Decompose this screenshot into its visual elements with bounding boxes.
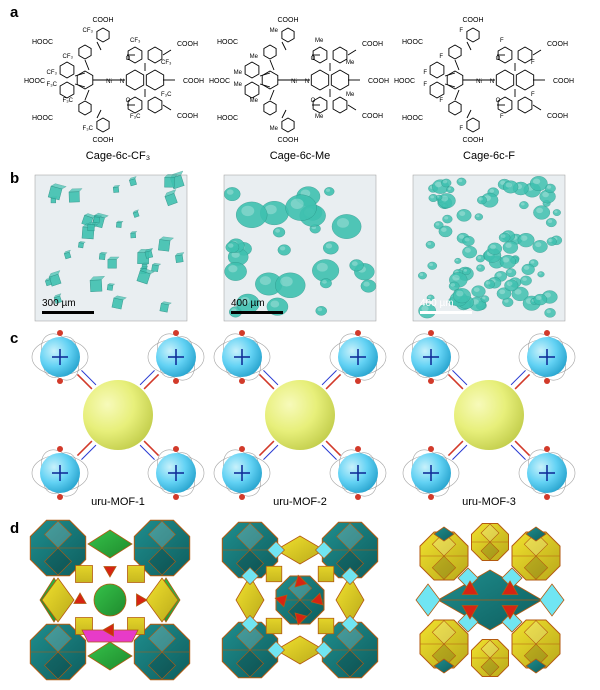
svg-text:O: O bbox=[311, 56, 316, 62]
svg-text:CF₃: CF₃ bbox=[130, 38, 141, 44]
svg-text:F: F bbox=[439, 54, 443, 60]
row-d-tiles bbox=[0, 515, 600, 690]
svg-text:F: F bbox=[531, 60, 535, 66]
svg-text:Me: Me bbox=[234, 82, 243, 88]
svg-text:HOOC: HOOC bbox=[394, 78, 415, 85]
svg-text:O: O bbox=[311, 98, 316, 104]
svg-text:Me: Me bbox=[315, 114, 324, 120]
caption-cage-1: Cage-6c-CF₃ bbox=[58, 150, 178, 162]
svg-text:Me: Me bbox=[270, 28, 279, 34]
svg-text:HOOC: HOOC bbox=[32, 39, 53, 46]
svg-text:HOOC: HOOC bbox=[402, 115, 423, 122]
svg-text:O: O bbox=[496, 56, 501, 62]
scale-label-3: 400 µm bbox=[420, 298, 472, 309]
svg-text:F: F bbox=[500, 38, 504, 44]
svg-text:COOH: COOH bbox=[278, 17, 299, 24]
svg-text:F₃C: F₃C bbox=[161, 92, 172, 98]
row-a-structures: NNiOOCOOHCOOHCOOHCOOHCOOHHOOCHOOCHOOCCF₃… bbox=[0, 0, 600, 170]
figure: a b c d NNiOOCOOHCOOHCOOHCOOHCOOHHOOCHOO… bbox=[0, 0, 600, 690]
svg-text:HOOC: HOOC bbox=[402, 39, 423, 46]
caption-mof-2: uru-MOF-2 bbox=[240, 496, 360, 508]
svg-text:COOH: COOH bbox=[362, 113, 383, 120]
svg-text:F: F bbox=[459, 28, 463, 34]
svg-text:CF₃: CF₃ bbox=[63, 54, 74, 60]
row-c-renders bbox=[0, 325, 600, 520]
caption-cage-3: Cage-6c-F bbox=[429, 150, 549, 162]
svg-text:Me: Me bbox=[250, 98, 259, 104]
svg-text:HOOC: HOOC bbox=[217, 39, 238, 46]
svg-text:COOH: COOH bbox=[183, 78, 204, 85]
svg-text:COOH: COOH bbox=[362, 41, 383, 48]
svg-text:N: N bbox=[120, 79, 124, 85]
svg-text:CF₃: CF₃ bbox=[161, 60, 172, 66]
svg-text:Me: Me bbox=[270, 126, 279, 132]
svg-text:HOOC: HOOC bbox=[217, 115, 238, 122]
svg-text:F: F bbox=[423, 70, 427, 76]
caption-mof-1: uru-MOF-1 bbox=[58, 496, 178, 508]
svg-text:O: O bbox=[126, 56, 131, 62]
caption-mof-3: uru-MOF-3 bbox=[429, 496, 549, 508]
svg-text:Ni: Ni bbox=[291, 79, 297, 85]
svg-text:Ni: Ni bbox=[476, 79, 482, 85]
svg-text:COOH: COOH bbox=[547, 113, 568, 120]
scale-label-2: 400 µm bbox=[231, 298, 283, 309]
svg-text:CF₃: CF₃ bbox=[47, 70, 58, 76]
svg-text:COOH: COOH bbox=[553, 78, 574, 85]
svg-text:HOOC: HOOC bbox=[32, 115, 53, 122]
svg-text:F₃C: F₃C bbox=[47, 82, 58, 88]
svg-text:COOH: COOH bbox=[463, 137, 484, 144]
svg-text:F₃C: F₃C bbox=[83, 126, 94, 132]
svg-text:Me: Me bbox=[315, 38, 324, 44]
scale-label-1: 300 µm bbox=[42, 298, 94, 309]
svg-text:F: F bbox=[531, 92, 535, 98]
svg-text:CF₃: CF₃ bbox=[83, 28, 94, 34]
scale-bar-2: 400 µm bbox=[231, 298, 283, 314]
svg-text:O: O bbox=[496, 98, 501, 104]
svg-text:N: N bbox=[305, 79, 309, 85]
scale-bar-1: 300 µm bbox=[42, 298, 94, 314]
svg-text:COOH: COOH bbox=[463, 17, 484, 24]
svg-text:COOH: COOH bbox=[93, 17, 114, 24]
svg-text:COOH: COOH bbox=[278, 137, 299, 144]
svg-text:COOH: COOH bbox=[547, 41, 568, 48]
svg-text:F: F bbox=[423, 82, 427, 88]
svg-text:F₃C: F₃C bbox=[130, 114, 141, 120]
svg-text:COOH: COOH bbox=[368, 78, 389, 85]
svg-text:F₃C: F₃C bbox=[63, 98, 74, 104]
svg-text:Me: Me bbox=[346, 92, 355, 98]
svg-text:COOH: COOH bbox=[93, 137, 114, 144]
svg-text:F: F bbox=[500, 114, 504, 120]
scale-bar-3: 400 µm bbox=[420, 298, 472, 314]
svg-text:F: F bbox=[439, 98, 443, 104]
caption-cage-2: Cage-6c-Me bbox=[240, 150, 360, 162]
svg-text:HOOC: HOOC bbox=[209, 78, 230, 85]
svg-text:O: O bbox=[126, 98, 131, 104]
svg-text:COOH: COOH bbox=[177, 41, 198, 48]
svg-text:Me: Me bbox=[234, 70, 243, 76]
svg-text:N: N bbox=[490, 79, 494, 85]
svg-text:Ni: Ni bbox=[106, 79, 112, 85]
svg-text:COOH: COOH bbox=[177, 113, 198, 120]
svg-text:Me: Me bbox=[250, 54, 259, 60]
svg-text:Me: Me bbox=[346, 60, 355, 66]
svg-text:HOOC: HOOC bbox=[24, 78, 45, 85]
svg-text:F: F bbox=[459, 126, 463, 132]
